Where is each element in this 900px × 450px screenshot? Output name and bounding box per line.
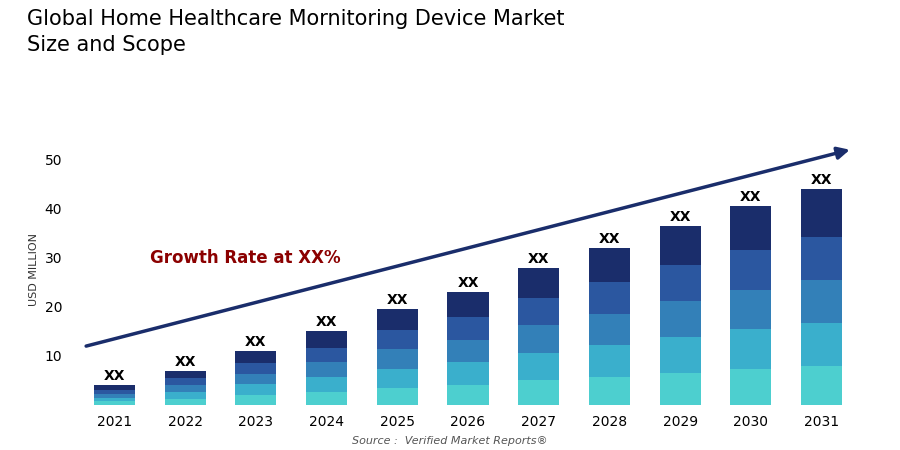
Bar	[589, 314, 630, 345]
Text: XX: XX	[386, 293, 408, 307]
Bar	[731, 206, 771, 250]
Bar	[801, 280, 842, 323]
Bar	[660, 337, 700, 373]
Text: XX: XX	[245, 335, 266, 349]
Bar	[660, 373, 700, 405]
Text: Source :  Verified Market Reports®: Source : Verified Market Reports®	[352, 436, 548, 446]
Bar	[94, 390, 135, 394]
Bar	[447, 362, 489, 385]
Bar	[447, 385, 489, 405]
Bar	[660, 265, 700, 301]
Bar	[589, 377, 630, 405]
Bar	[447, 292, 489, 317]
Y-axis label: USD MILLION: USD MILLION	[29, 234, 39, 306]
Bar	[801, 237, 842, 280]
Bar	[165, 392, 205, 399]
Bar	[731, 329, 771, 369]
Bar	[518, 353, 559, 380]
Bar	[801, 366, 842, 405]
Bar	[306, 362, 347, 377]
Bar	[518, 268, 559, 298]
Text: XX: XX	[740, 190, 761, 204]
Bar	[94, 385, 135, 390]
Text: XX: XX	[811, 173, 832, 187]
Bar	[306, 392, 347, 405]
Bar	[94, 394, 135, 397]
Bar	[236, 351, 276, 363]
Bar	[731, 290, 771, 329]
Bar	[306, 347, 347, 362]
Text: XX: XX	[104, 369, 125, 383]
Bar	[801, 323, 842, 366]
Bar	[236, 384, 276, 395]
Bar	[165, 385, 205, 392]
Bar	[447, 317, 489, 339]
Bar	[589, 248, 630, 283]
Text: XX: XX	[598, 232, 620, 246]
Bar	[165, 371, 205, 378]
Bar	[447, 339, 489, 362]
Bar	[731, 369, 771, 405]
Bar	[236, 363, 276, 374]
Bar	[518, 325, 559, 353]
Text: XX: XX	[316, 315, 338, 329]
Bar	[589, 283, 630, 314]
Text: XX: XX	[175, 355, 196, 369]
Bar	[377, 369, 418, 388]
Bar	[165, 399, 205, 405]
Bar	[94, 401, 135, 405]
Bar	[236, 374, 276, 384]
Text: Global Home Healthcare Mornitoring Device Market
Size and Scope: Global Home Healthcare Mornitoring Devic…	[27, 9, 564, 55]
Bar	[377, 330, 418, 350]
Bar	[660, 226, 700, 265]
Bar	[236, 395, 276, 405]
Bar	[518, 298, 559, 325]
Bar	[518, 380, 559, 405]
Bar	[589, 345, 630, 377]
Bar	[377, 388, 418, 405]
Text: XX: XX	[457, 276, 479, 290]
Bar	[377, 350, 418, 369]
Bar	[731, 250, 771, 290]
Bar	[165, 378, 205, 385]
Bar	[377, 309, 418, 330]
Text: Growth Rate at XX%: Growth Rate at XX%	[149, 249, 340, 267]
Bar	[660, 301, 700, 337]
Bar	[94, 397, 135, 401]
Bar	[306, 377, 347, 392]
Text: XX: XX	[670, 210, 691, 224]
Bar	[306, 331, 347, 347]
Text: XX: XX	[528, 252, 550, 266]
Bar	[801, 189, 842, 237]
